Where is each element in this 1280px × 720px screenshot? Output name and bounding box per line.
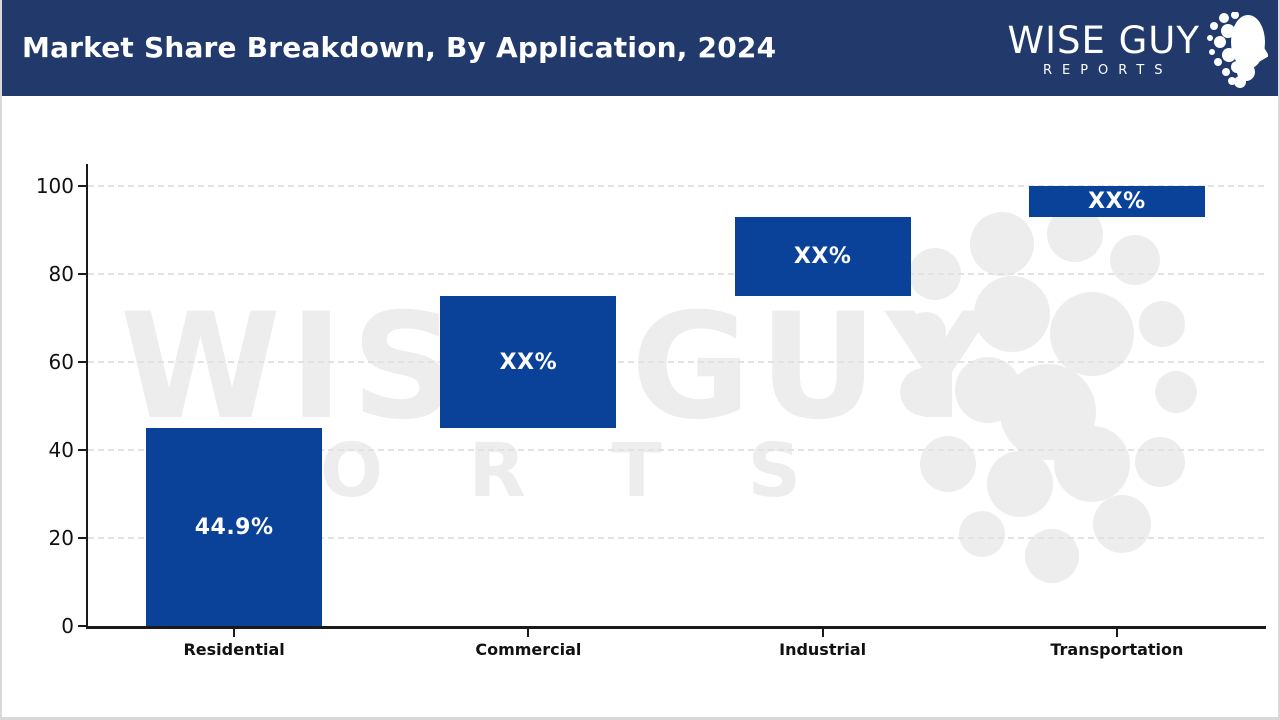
gridline-20 bbox=[88, 537, 1264, 539]
y-axis-tick-mark bbox=[78, 361, 87, 363]
y-axis-tick-mark bbox=[78, 537, 87, 539]
logo-subtitle: REPORTS bbox=[1042, 63, 1173, 79]
x-axis-category-label: Transportation bbox=[1050, 640, 1184, 659]
gridline-100 bbox=[88, 185, 1264, 187]
x-axis-tick-mark bbox=[1115, 629, 1118, 637]
y-axis-tick-mark bbox=[78, 449, 87, 451]
y-axis-tick-mark bbox=[78, 625, 87, 627]
bar-residential: 44.9% bbox=[146, 428, 323, 626]
bar-value-label: XX% bbox=[499, 349, 558, 375]
logo-wordmark: WISE GUY REPORTS bbox=[1007, 18, 1200, 79]
x-axis-tick-mark bbox=[527, 629, 530, 637]
logo-title: WISE GUY bbox=[1007, 18, 1200, 62]
gridline-80 bbox=[88, 273, 1264, 275]
face-profile-icon bbox=[1207, 12, 1268, 88]
bar-industrial: XX% bbox=[734, 217, 911, 297]
axes-spines bbox=[86, 164, 1266, 629]
x-axis-tick-mark bbox=[821, 629, 824, 637]
bar-value-label: XX% bbox=[1088, 189, 1146, 215]
wiseguy-logo: WISE GUY REPORTS bbox=[1008, 12, 1268, 88]
y-axis-tick-mark bbox=[78, 273, 87, 275]
x-axis-category-label: Industrial bbox=[779, 640, 867, 659]
y-axis-tick-label: 100 bbox=[35, 174, 74, 198]
bar-value-label: XX% bbox=[793, 244, 852, 270]
x-axis-tick-mark bbox=[233, 629, 236, 637]
header: Market Share Breakdown, By Application, … bbox=[2, 0, 1278, 96]
x-axis-category-label: Commercial bbox=[475, 640, 582, 659]
y-axis-tick-label: 20 bbox=[48, 526, 74, 550]
bar-commercial: XX% bbox=[440, 296, 617, 429]
page-title: Market Share Breakdown, By Application, … bbox=[22, 31, 777, 64]
gridline-60 bbox=[88, 361, 1264, 363]
x-axis-category-label: Residential bbox=[183, 640, 285, 659]
y-axis-tick-label: 80 bbox=[48, 262, 74, 286]
y-axis-tick-mark bbox=[78, 185, 87, 187]
gridline-40 bbox=[88, 449, 1264, 451]
y-axis-tick-label: 0 bbox=[61, 614, 74, 638]
bar-value-label: 44.9% bbox=[194, 514, 274, 540]
y-axis-tick-label: 40 bbox=[48, 438, 74, 462]
bar-transportation: XX% bbox=[1028, 186, 1205, 218]
y-axis-tick-label: 60 bbox=[48, 350, 74, 374]
